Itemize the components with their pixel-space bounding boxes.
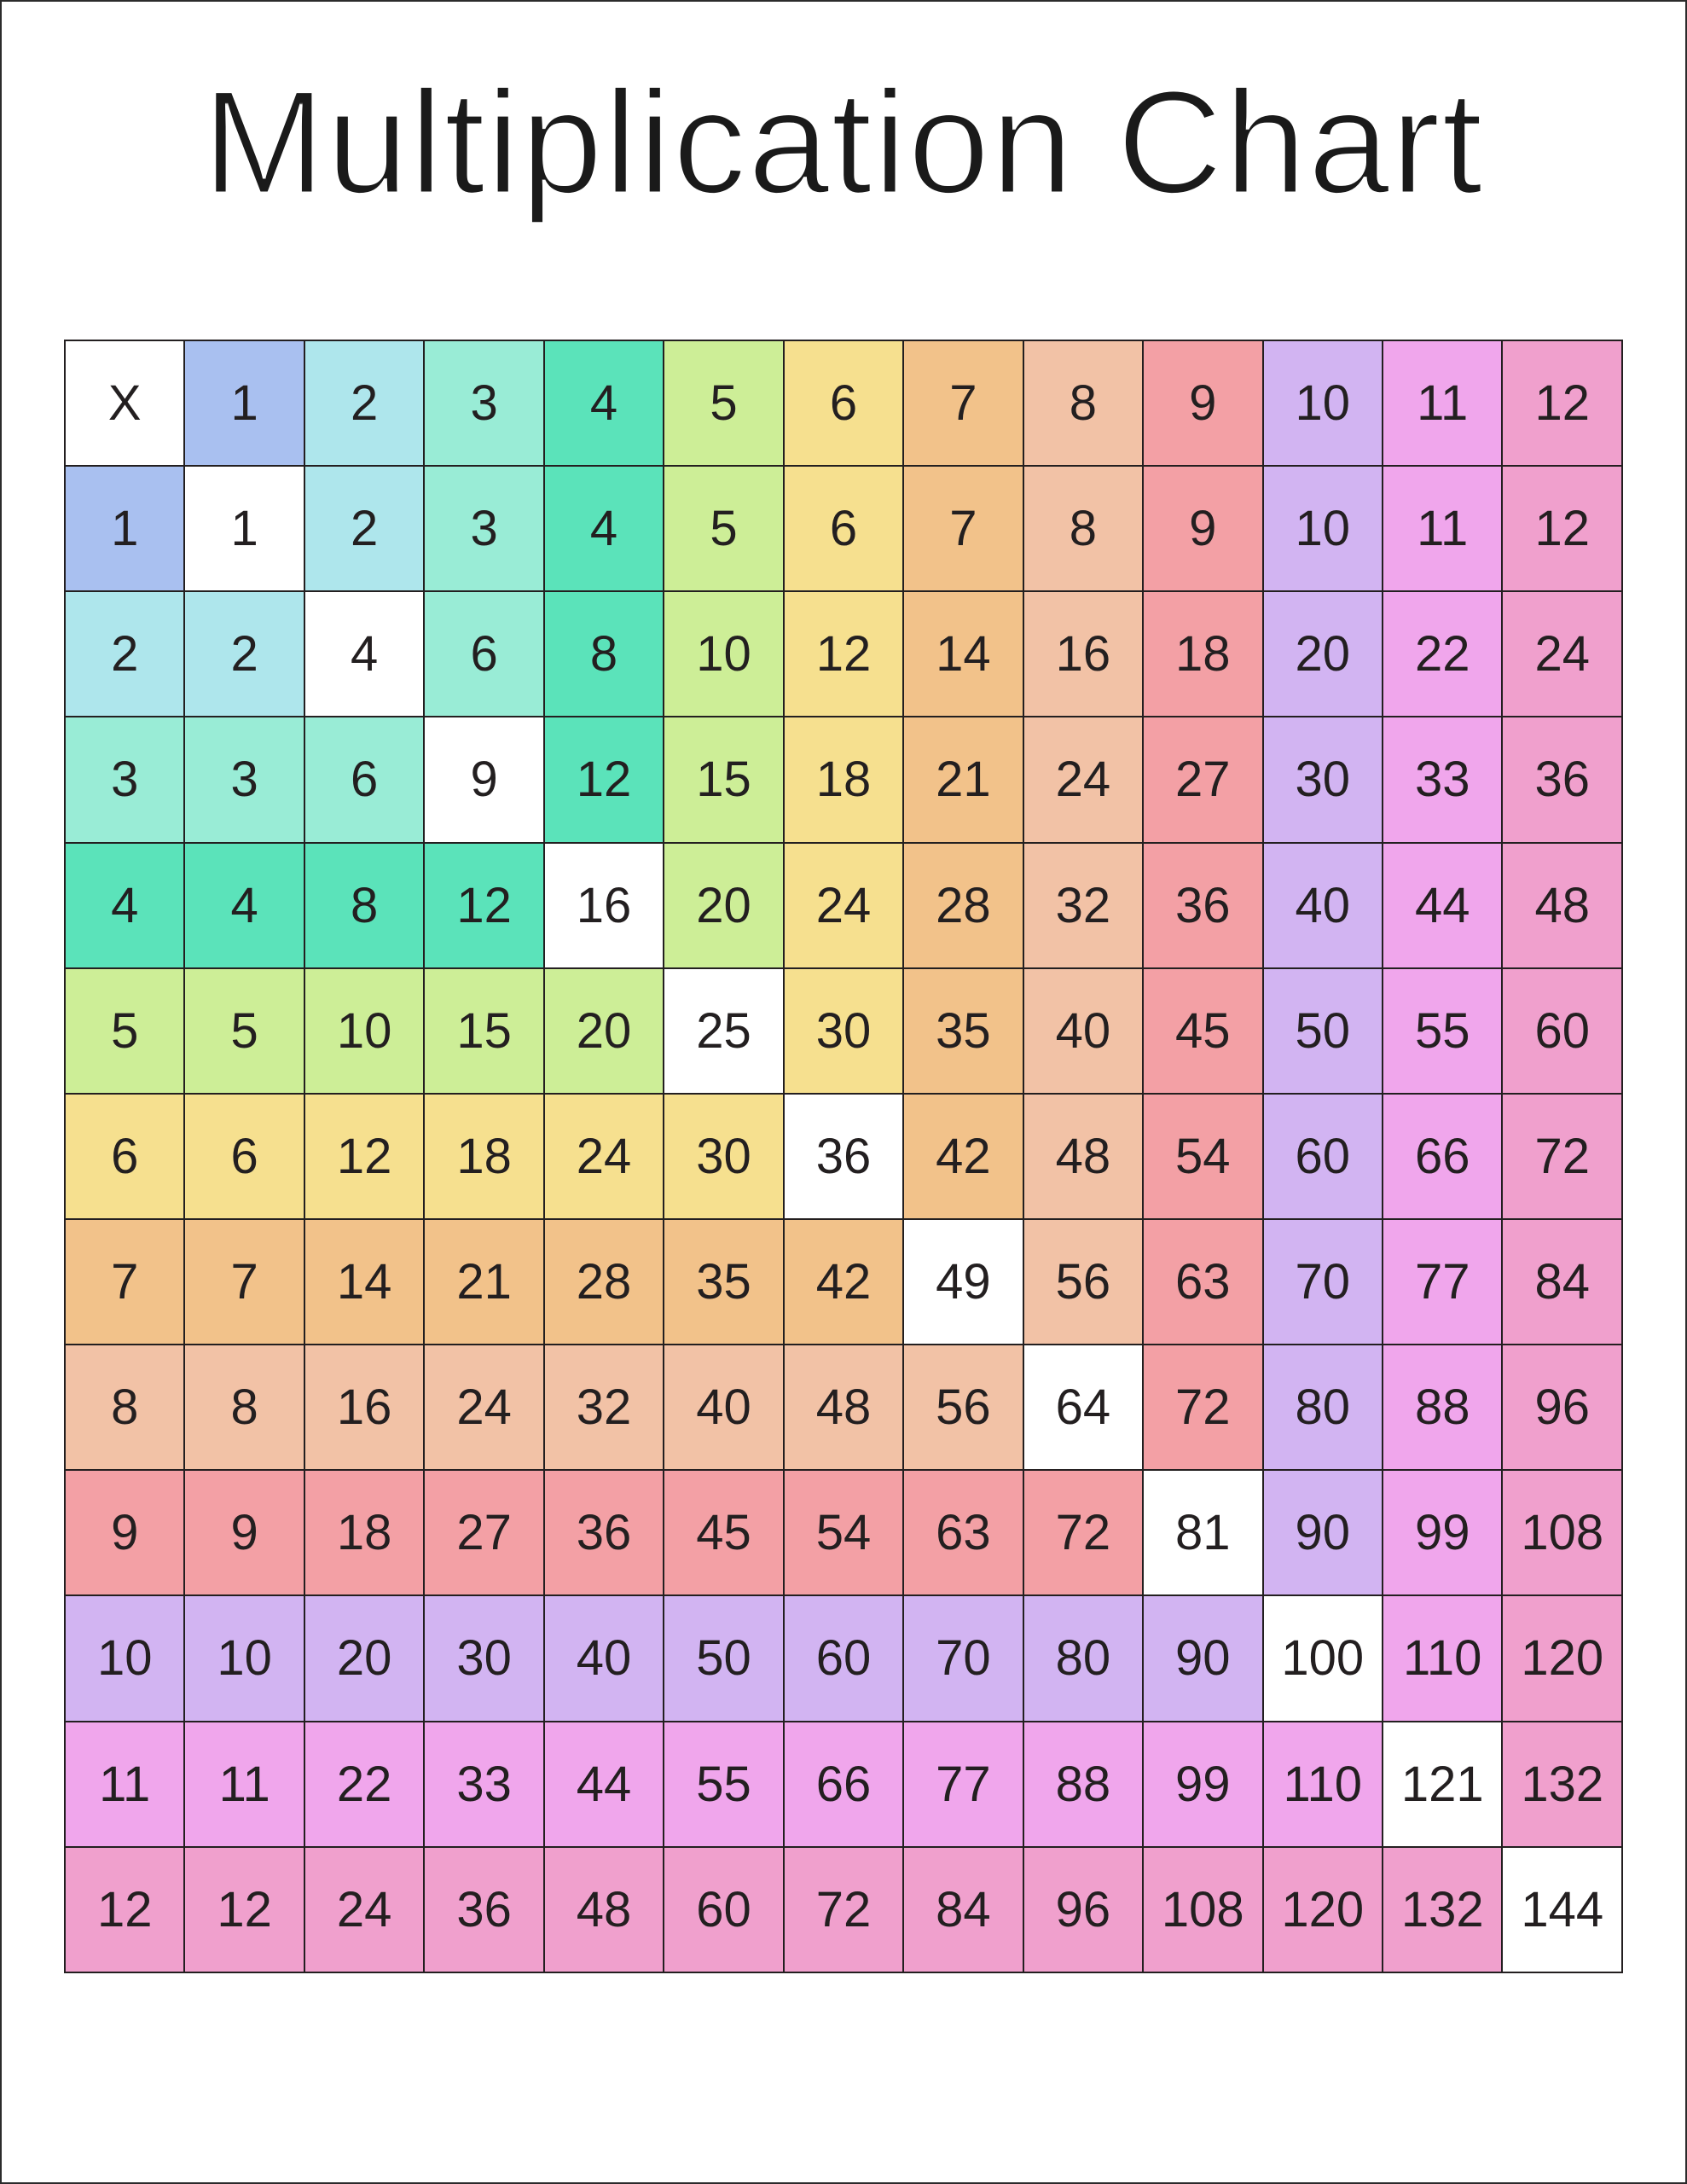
svg-text:Multiplication Chart: Multiplication Chart <box>203 61 1485 224</box>
